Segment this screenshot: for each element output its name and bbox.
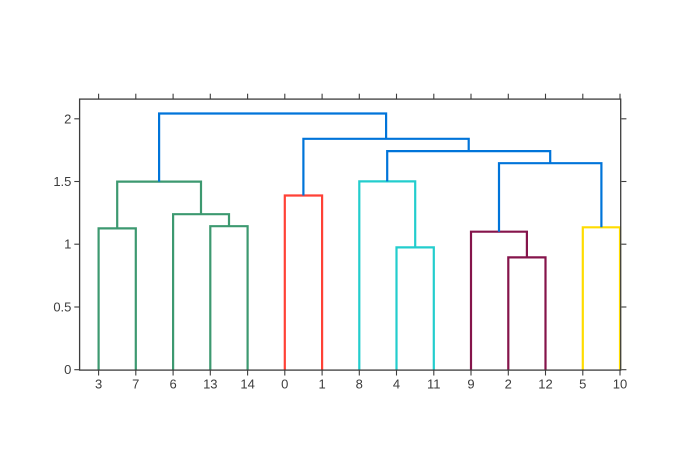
- svg-text:7: 7: [132, 377, 139, 392]
- svg-text:2: 2: [64, 111, 71, 126]
- svg-text:0: 0: [64, 362, 71, 377]
- svg-text:8: 8: [356, 377, 363, 392]
- svg-text:0.5: 0.5: [53, 300, 71, 315]
- svg-text:1: 1: [318, 377, 325, 392]
- svg-text:1.5: 1.5: [53, 174, 71, 189]
- svg-text:13: 13: [203, 377, 217, 392]
- svg-text:12: 12: [538, 377, 552, 392]
- svg-text:6: 6: [169, 377, 176, 392]
- svg-text:1: 1: [64, 237, 71, 252]
- svg-text:0: 0: [281, 377, 288, 392]
- svg-text:11: 11: [427, 377, 441, 392]
- svg-text:9: 9: [467, 377, 474, 392]
- svg-text:3: 3: [95, 377, 102, 392]
- svg-text:2: 2: [505, 377, 512, 392]
- svg-text:5: 5: [579, 377, 586, 392]
- svg-text:10: 10: [613, 377, 627, 392]
- svg-text:4: 4: [393, 377, 400, 392]
- svg-text:14: 14: [240, 377, 254, 392]
